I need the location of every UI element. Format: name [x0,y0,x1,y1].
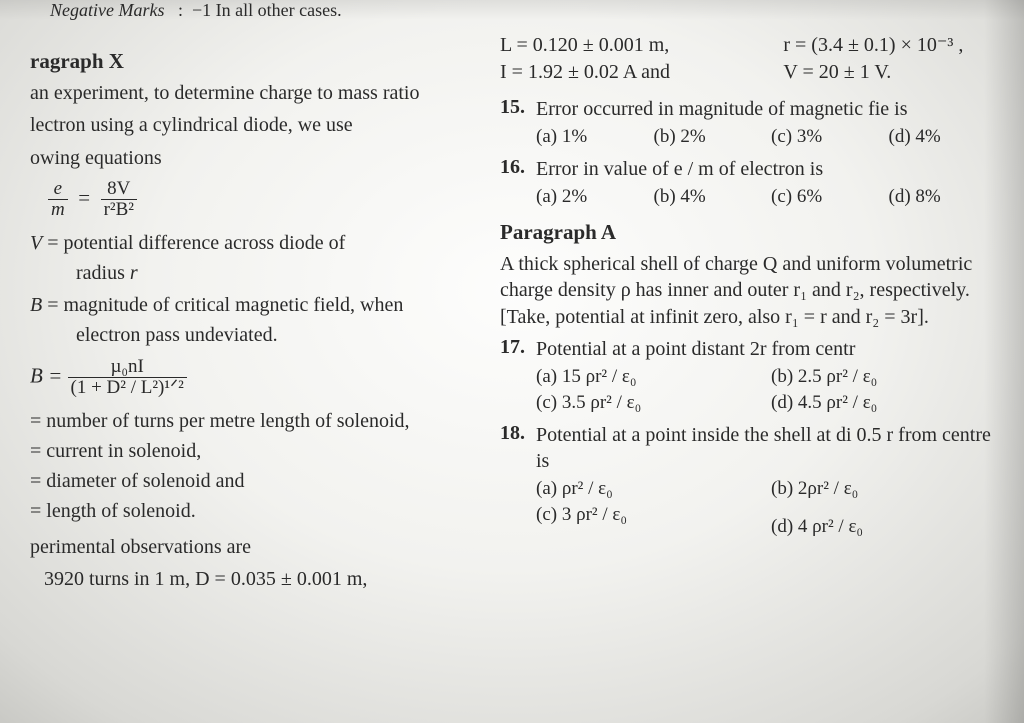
v-def-text: = potential difference across diode of [42,232,345,254]
q17-opt-c[interactable]: (c) 3.5 ρr² / ε₀ [536,390,771,416]
intro-line-1: an experiment, to determine charge to ma… [30,80,470,106]
right-column: L = 0.120 ± 0.001 m, r = (3.4 ± 0.1) × 1… [490,0,1024,540]
measurements-grid: L = 0.120 ± 0.001 m, r = (3.4 ± 0.1) × 1… [500,32,1006,86]
q18-number: 18. [500,422,536,445]
q16-options: (a) 2% (b) 4% (c) 6% (d) 8% [536,184,1006,210]
frac-8v-top: 8V [101,179,137,200]
equation-em: e m = 8V r²B² [48,179,470,220]
paragraph-x-heading: ragraph X [30,49,470,74]
meas-V: V = 20 ± 1 V. [783,59,1006,86]
negative-marks-label: Negative Marks [50,0,164,20]
left-column: Negative Marks : −1 In all other cases. … [0,0,480,598]
b-definition-1: B = magnitude of critical magnetic field… [30,292,470,318]
b-def-text: = magnitude of critical magnetic field, … [42,294,403,316]
frac-8v-bot: r²B² [101,200,137,220]
question-16: 16. Error in value of e / m of electron … [500,156,1006,182]
intro-line-3: owing equations [30,145,470,171]
frac-em-bot: m [48,200,68,220]
frac-b-top: µ₀nI [68,357,187,378]
negative-marks-sep: : [178,0,183,20]
b-definition-2: electron pass undeviated. [76,322,470,348]
q18-opt-c[interactable]: (c) 3 ρr² / ε₀ [536,502,771,540]
page-root: Negative Marks : −1 In all other cases. … [0,0,1024,723]
q17-opt-a[interactable]: (a) 15 ρr² / ε₀ [536,364,771,390]
q16-opt-c[interactable]: (c) 6% [771,184,889,210]
frac-em-top: e [48,179,68,200]
q15-opt-c[interactable]: (c) 3% [771,124,889,150]
v-definition-2: radius r [76,260,470,286]
q17-opt-d[interactable]: (d) 4.5 ρr² / ε₀ [771,390,1006,416]
q17-number: 17. [500,336,536,359]
paragraph-a-body: A thick spherical shell of charge Q and … [500,251,1006,330]
observations-heading: perimental observations are [30,534,470,560]
q18-options: (a) ρr² / ε₀ (b) 2ρr² / ε₀ (c) 3 ρr² / ε… [536,476,1006,540]
observations-line: 3920 turns in 1 m, D = 0.035 ± 0.001 m, [44,566,470,592]
meas-r: r = (3.4 ± 0.1) × 10⁻³ , [783,32,1006,59]
q15-opt-b[interactable]: (b) 2% [654,124,772,150]
i-definition: = current in solenoid, [30,438,470,464]
q15-text: Error occurred in magnitude of magnetic … [536,96,1006,122]
q18-opt-b[interactable]: (b) 2ρr² / ε₀ [771,476,1006,502]
frac-8v: 8V r²B² [101,179,137,220]
intro-line-2: lectron using a cylindrical diode, we us… [30,112,470,138]
n-definition: = number of turns per metre length of so… [30,408,470,434]
frac-b: µ₀nI (1 + D² / L²)¹ᐟ² [68,357,187,398]
q17-options: (a) 15 ρr² / ε₀ (b) 2.5 ρr² / ε₀ (c) 3.5… [536,364,1006,416]
negative-marks-line: Negative Marks : −1 In all other cases. [50,0,470,21]
meas-I: I = 1.92 ± 0.02 A and [500,59,783,86]
l-definition: = length of solenoid. [30,498,470,524]
q18-opt-a[interactable]: (a) ρr² / ε₀ [536,476,771,502]
q15-opt-d[interactable]: (d) 4% [889,124,1007,150]
q15-opt-a[interactable]: (a) 1% [536,124,654,150]
negative-marks-text: −1 In all other cases. [192,0,342,20]
q18-text: Potential at a point inside the shell at… [536,422,1006,474]
q16-opt-d[interactable]: (d) 8% [889,184,1007,210]
q15-number: 15. [500,96,536,119]
paragraph-a-heading: Paragraph A [500,220,1006,245]
v-definition-1: V = potential difference across diode of [30,230,470,256]
question-17: 17. Potential at a point distant 2r from… [500,336,1006,362]
q15-options: (a) 1% (b) 2% (c) 3% (d) 4% [536,124,1006,150]
q16-opt-a[interactable]: (a) 2% [536,184,654,210]
question-15: 15. Error occurred in magnitude of magne… [500,96,1006,122]
q18-opt-d[interactable]: (d) 4 ρr² / ε₀ [771,502,1006,540]
q17-text: Potential at a point distant 2r from cen… [536,336,1006,362]
q17-opt-b[interactable]: (b) 2.5 ρr² / ε₀ [771,364,1006,390]
d-definition: = diameter of solenoid and [30,468,470,494]
q16-opt-b[interactable]: (b) 4% [654,184,772,210]
q16-text: Error in value of e / m of electron is [536,156,1006,182]
question-18: 18. Potential at a point inside the shel… [500,422,1006,474]
eq-b-lhs: B = [30,363,62,387]
equation-b: B = µ₀nI (1 + D² / L²)¹ᐟ² [30,357,470,398]
frac-b-bot: (1 + D² / L²)¹ᐟ² [68,378,187,398]
q16-number: 16. [500,156,536,179]
meas-L: L = 0.120 ± 0.001 m, [500,32,783,59]
frac-em: e m [48,179,68,220]
